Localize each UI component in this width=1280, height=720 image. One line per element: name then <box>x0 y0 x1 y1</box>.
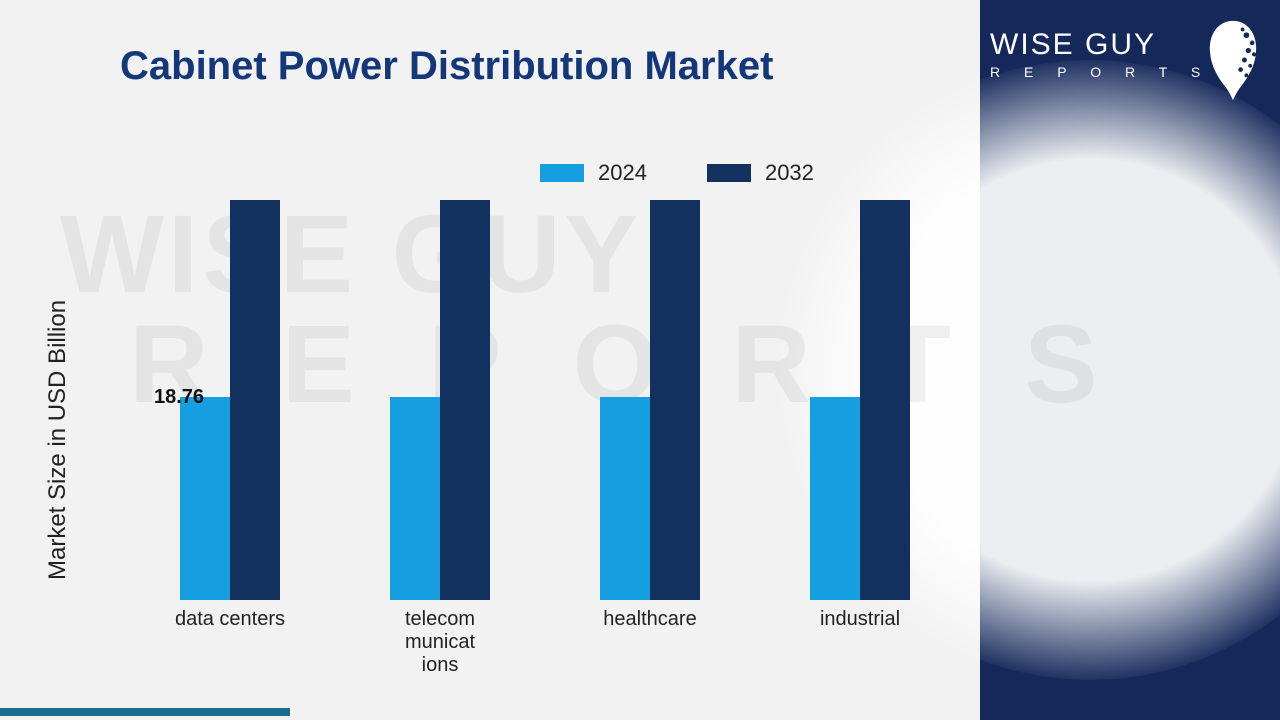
x-axis-label: industrial <box>800 608 920 631</box>
x-axis-label: healthcare <box>590 608 710 631</box>
plot-area: data centerstelecom municat ionshealthca… <box>140 200 1040 600</box>
legend-swatch-2024 <box>540 164 584 182</box>
brand-main-text: WISE GUY <box>990 28 1250 62</box>
bottom-accent-line <box>0 708 290 716</box>
value-label: 18.76 <box>154 386 204 409</box>
bar-2024 <box>600 397 650 600</box>
legend-item-2032: 2032 <box>707 160 814 186</box>
bar-2024 <box>810 397 860 600</box>
bar-2032 <box>440 200 490 600</box>
bar-2024 <box>390 397 440 600</box>
x-axis-label: telecom municat ions <box>380 608 500 677</box>
bar-2032 <box>650 200 700 600</box>
legend-item-2024: 2024 <box>540 160 647 186</box>
bar-2024 <box>180 397 230 600</box>
chart-title: Cabinet Power Distribution Market <box>120 44 773 89</box>
page-root: WISE GUY R E P O R T S Cabinet Power Dis… <box>0 0 1280 720</box>
brand-block: WISE GUY R E P O R T S <box>990 28 1250 80</box>
legend-swatch-2032 <box>707 164 751 182</box>
legend-label-2032: 2032 <box>765 160 814 186</box>
brand-sub-text: R E P O R T S <box>990 64 1250 80</box>
legend-label-2024: 2024 <box>598 160 647 186</box>
y-axis-label: Market Size in USD Billion <box>44 300 72 580</box>
x-axis-label: data centers <box>170 608 290 631</box>
legend: 2024 2032 <box>540 160 814 186</box>
bar-2032 <box>230 200 280 600</box>
bar-2032 <box>860 200 910 600</box>
